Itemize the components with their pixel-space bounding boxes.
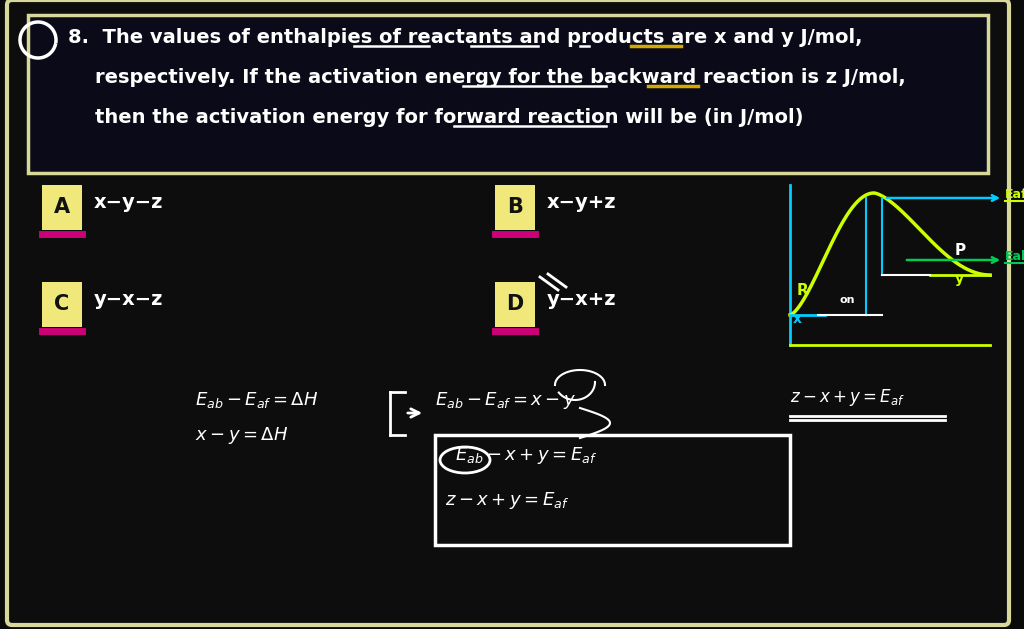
Text: $E_{ab}-x+y=E_{af}$: $E_{ab}-x+y=E_{af}$: [455, 445, 597, 466]
Text: P: P: [955, 243, 966, 258]
Text: $x-y=\Delta H$: $x-y=\Delta H$: [195, 425, 289, 446]
Text: D: D: [507, 294, 523, 314]
Text: A: A: [54, 197, 70, 217]
Text: B: B: [507, 197, 523, 217]
Text: R: R: [797, 283, 809, 298]
Text: respectively. If the activation energy for the backward reaction is z J/mol,: respectively. If the activation energy f…: [68, 68, 906, 87]
Text: then the activation energy for forward reaction will be (in J/mol): then the activation energy for forward r…: [68, 108, 804, 127]
Text: x−y−z: x−y−z: [94, 193, 164, 212]
Text: $E_{ab}-E_{af}=x-y$: $E_{ab}-E_{af}=x-y$: [435, 390, 577, 411]
Text: $z-x+y=E_{af}$: $z-x+y=E_{af}$: [445, 490, 569, 511]
FancyBboxPatch shape: [495, 282, 535, 327]
Text: y−x+z: y−x+z: [547, 290, 616, 309]
Text: y: y: [955, 272, 964, 286]
Text: Eaf: Eaf: [1005, 189, 1024, 201]
Text: on: on: [840, 295, 855, 305]
Text: $z-x+y=E_{af}$: $z-x+y=E_{af}$: [790, 387, 905, 408]
FancyBboxPatch shape: [7, 0, 1009, 625]
Text: y−x−z: y−x−z: [94, 290, 164, 309]
Text: x−y+z: x−y+z: [547, 193, 616, 212]
Text: x: x: [793, 312, 802, 326]
FancyBboxPatch shape: [495, 185, 535, 230]
Text: 8.  The values of enthalpies of reactants and products are x and y J/mol,: 8. The values of enthalpies of reactants…: [68, 28, 862, 47]
Text: Eab: Eab: [1005, 250, 1024, 264]
Text: $E_{ab}-E_{af}=\Delta H$: $E_{ab}-E_{af}=\Delta H$: [195, 390, 318, 410]
Text: C: C: [54, 294, 70, 314]
FancyBboxPatch shape: [42, 282, 82, 327]
FancyBboxPatch shape: [42, 185, 82, 230]
FancyBboxPatch shape: [28, 15, 988, 173]
